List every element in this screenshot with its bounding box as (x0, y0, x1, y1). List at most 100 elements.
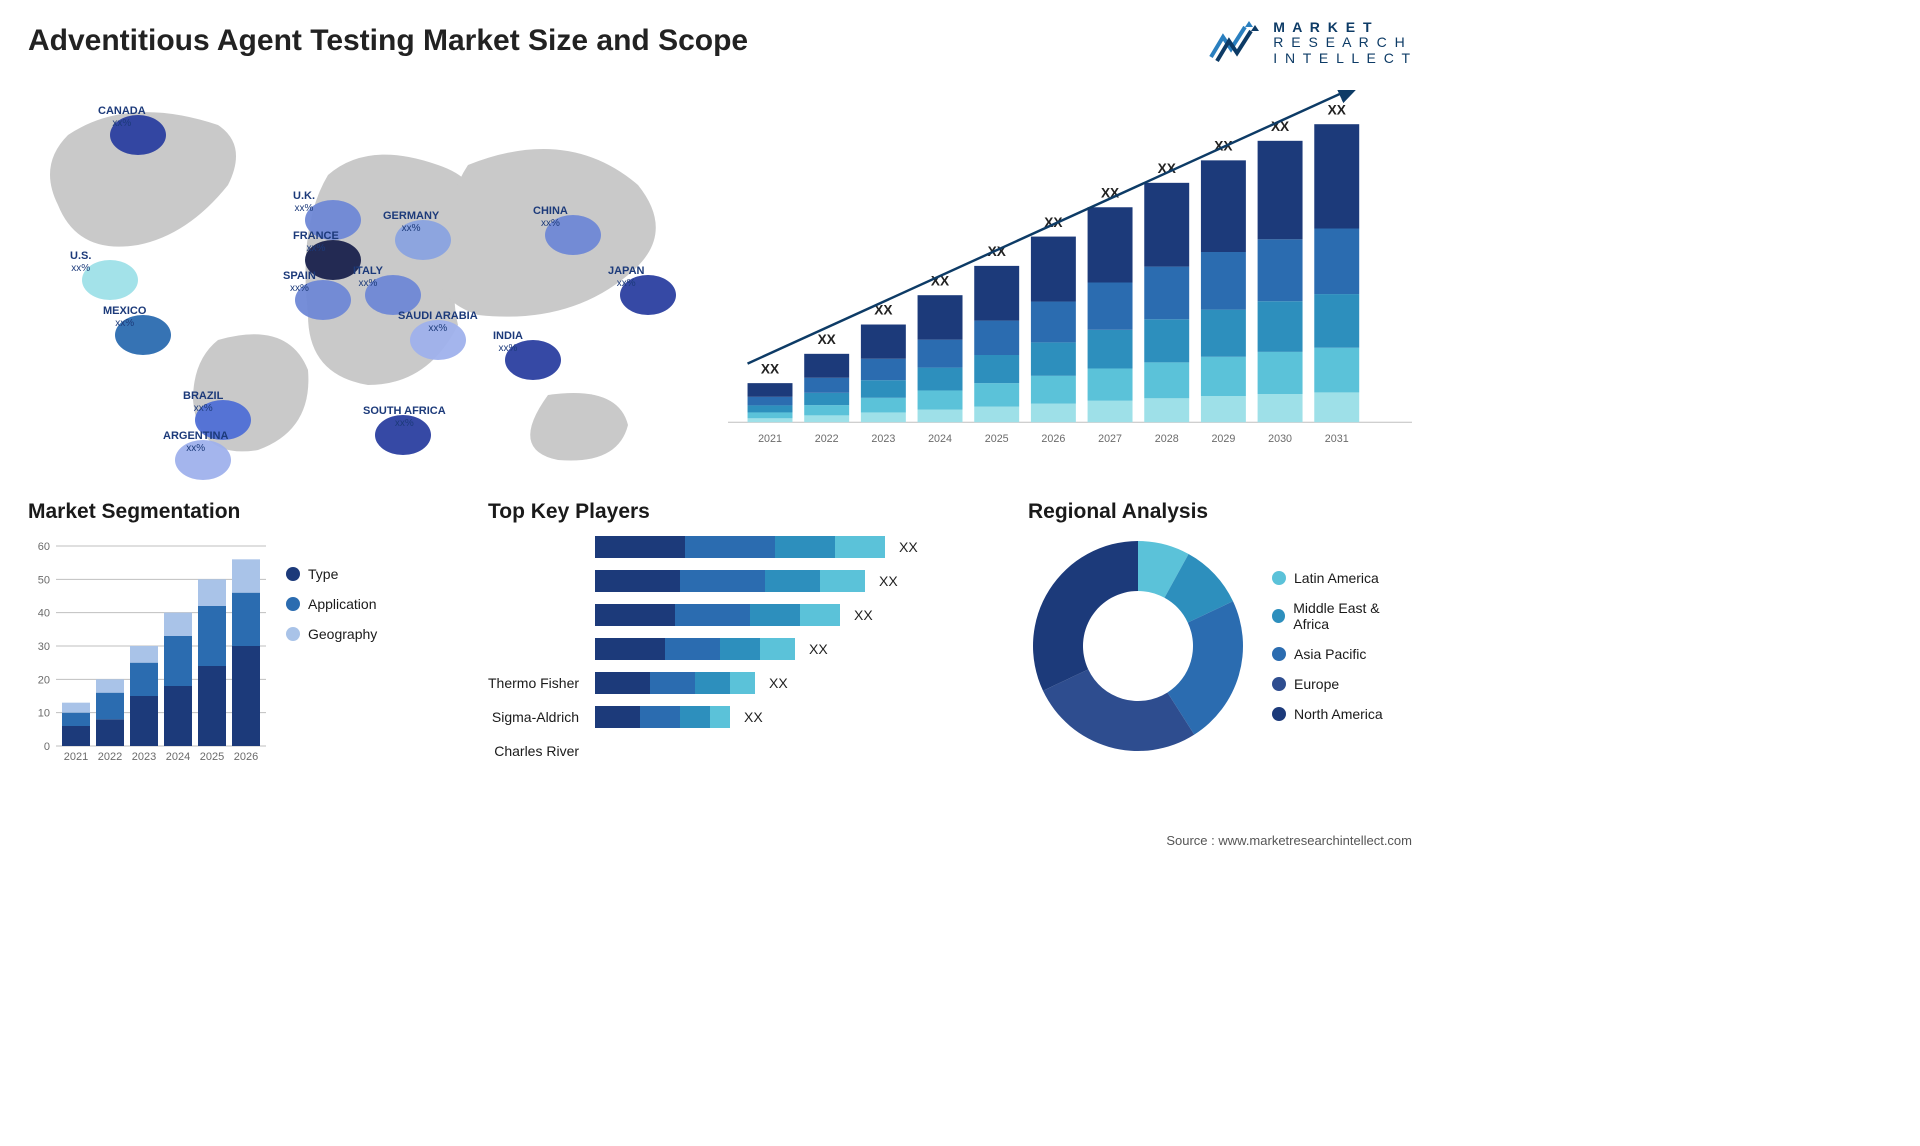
seg-bar-2021-seg1 (62, 713, 90, 726)
seg-bar-2026-seg1 (232, 593, 260, 646)
map-label-india: INDIAxx% (493, 330, 523, 354)
map-label-saudi-arabia: SAUDI ARABIAxx% (398, 310, 478, 334)
segmentation-chart: 0102030405060202120222023202420252026 (28, 536, 268, 766)
svg-text:2022: 2022 (98, 751, 122, 763)
player-bar-3-seg0 (595, 638, 665, 660)
growth-bar-2023-seg0 (861, 412, 906, 422)
seg-bar-2023-seg2 (130, 646, 158, 663)
growth-year-2026: 2026 (1041, 433, 1065, 445)
svg-text:40: 40 (38, 608, 50, 620)
growth-year-2029: 2029 (1211, 433, 1235, 445)
player-bar-3-seg3 (760, 638, 795, 660)
growth-bar-2028-seg4 (1144, 183, 1189, 267)
growth-bar-2031-seg0 (1314, 392, 1359, 422)
growth-year-2030: 2030 (1268, 433, 1292, 445)
growth-year-2027: 2027 (1098, 433, 1122, 445)
player-bar-2-seg2 (750, 604, 800, 626)
growth-bar-2029-seg0 (1201, 396, 1246, 422)
growth-bar-2024-seg3 (918, 340, 963, 368)
growth-bar-2026-seg4 (1031, 237, 1076, 302)
player-bar-3-seg2 (720, 638, 760, 660)
regional-panel: Regional Analysis Latin AmericaMiddle Ea… (1028, 500, 1412, 800)
seg-bar-2021-seg2 (62, 703, 90, 713)
map-label-germany: GERMANYxx% (383, 210, 439, 234)
growth-bar-2031-seg1 (1314, 348, 1359, 393)
seg-bar-2023-seg1 (130, 663, 158, 696)
map-label-u-s-: U.S.xx% (70, 250, 91, 274)
region-legend-latin-america: Latin America (1272, 570, 1412, 586)
map-label-mexico: MEXICOxx% (103, 305, 146, 329)
growth-bar-2027-seg2 (1088, 330, 1133, 369)
growth-bar-2026-seg0 (1031, 404, 1076, 423)
seg-bar-2022-seg1 (96, 693, 124, 720)
seg-bar-2023-seg0 (130, 696, 158, 746)
logo-line3: I N T E L L E C T (1273, 51, 1412, 66)
player-value-3: XX (809, 641, 828, 657)
growth-bar-2021-seg4 (748, 383, 793, 397)
player-bar-2-seg3 (800, 604, 840, 626)
logo-line1: M A R K E T (1273, 20, 1412, 35)
seg-bar-2024-seg0 (164, 686, 192, 746)
seg-bar-2024-seg2 (164, 613, 192, 636)
svg-text:2026: 2026 (234, 751, 258, 763)
growth-year-2031: 2031 (1325, 433, 1349, 445)
seg-bar-2026-seg2 (232, 559, 260, 592)
map-label-china: CHINAxx% (533, 205, 568, 229)
world-map-panel: CANADAxx%U.S.xx%MEXICOxx%BRAZILxx%ARGENT… (28, 90, 688, 480)
map-label-france: FRANCExx% (293, 230, 339, 254)
map-label-argentina: ARGENTINAxx% (163, 430, 228, 454)
page-title: Adventitious Agent Testing Market Size a… (28, 24, 748, 58)
growth-bar-2030-seg3 (1258, 239, 1303, 301)
player-bar-1-seg0 (595, 570, 680, 592)
growth-bar-label-2021: XX (761, 361, 779, 376)
growth-bar-2025-seg4 (974, 266, 1019, 321)
donut-slice-north-america (1033, 541, 1138, 691)
growth-year-2023: 2023 (871, 433, 895, 445)
region-legend-asia-pacific: Asia Pacific (1272, 646, 1412, 662)
growth-bar-2027-seg1 (1088, 368, 1133, 400)
player-name-charles-river: Charles River (488, 740, 579, 762)
growth-bar-2025-seg3 (974, 321, 1019, 355)
growth-bar-2024-seg2 (918, 368, 963, 391)
svg-text:20: 20 (38, 674, 50, 686)
player-bar-4-seg1 (650, 672, 695, 694)
source-line: Source : www.marketresearchintellect.com (1166, 833, 1412, 848)
growth-bar-2029-seg4 (1201, 160, 1246, 252)
growth-year-2021: 2021 (758, 433, 782, 445)
player-bar-5-seg2 (680, 706, 710, 728)
player-bar-0-seg1 (685, 536, 775, 558)
growth-bar-label-2022: XX (818, 332, 836, 347)
growth-bar-2023-seg1 (861, 398, 906, 413)
svg-text:2024: 2024 (166, 751, 190, 763)
player-bar-4-seg3 (730, 672, 755, 694)
growth-bar-2027-seg0 (1088, 401, 1133, 422)
player-bar-1-seg1 (680, 570, 765, 592)
growth-bar-2030-seg2 (1258, 301, 1303, 352)
growth-bar-2025-seg1 (974, 383, 1019, 406)
svg-text:60: 60 (38, 541, 50, 553)
region-legend-middle-east-africa: Middle East & Africa (1272, 600, 1412, 632)
logo-line2: R E S E A R C H (1273, 35, 1412, 50)
growth-bar-2023-seg3 (861, 359, 906, 380)
logo-mark-icon (1209, 21, 1263, 65)
player-bar-2-seg0 (595, 604, 675, 626)
growth-bar-2022-seg0 (804, 415, 849, 422)
brand-logo: M A R K E T R E S E A R C H I N T E L L … (1209, 20, 1412, 66)
growth-bar-2021-seg2 (748, 405, 793, 412)
growth-bar-2025-seg2 (974, 355, 1019, 383)
growth-bar-2026-seg3 (1031, 302, 1076, 343)
svg-text:2023: 2023 (132, 751, 156, 763)
growth-bar-2023-seg2 (861, 380, 906, 398)
growth-bar-2031-seg4 (1314, 124, 1359, 228)
player-name-sigma-aldrich: Sigma-Aldrich (488, 706, 579, 728)
svg-text:10: 10 (38, 708, 50, 720)
regional-legend: Latin America Middle East & Africa Asia Pa… (1272, 570, 1412, 722)
segmentation-legend: TypeApplicationGeography (286, 536, 377, 766)
player-bar-2-seg1 (675, 604, 750, 626)
player-value-4: XX (769, 675, 788, 691)
donut-slice-europe (1043, 669, 1194, 751)
growth-bar-2021-seg1 (748, 412, 793, 418)
growth-bar-2024-seg1 (918, 390, 963, 409)
growth-chart: XX2021XX2022XX2023XX2024XX2025XX2026XX20… (728, 90, 1412, 461)
map-label-u-k-: U.K.xx% (293, 190, 315, 214)
